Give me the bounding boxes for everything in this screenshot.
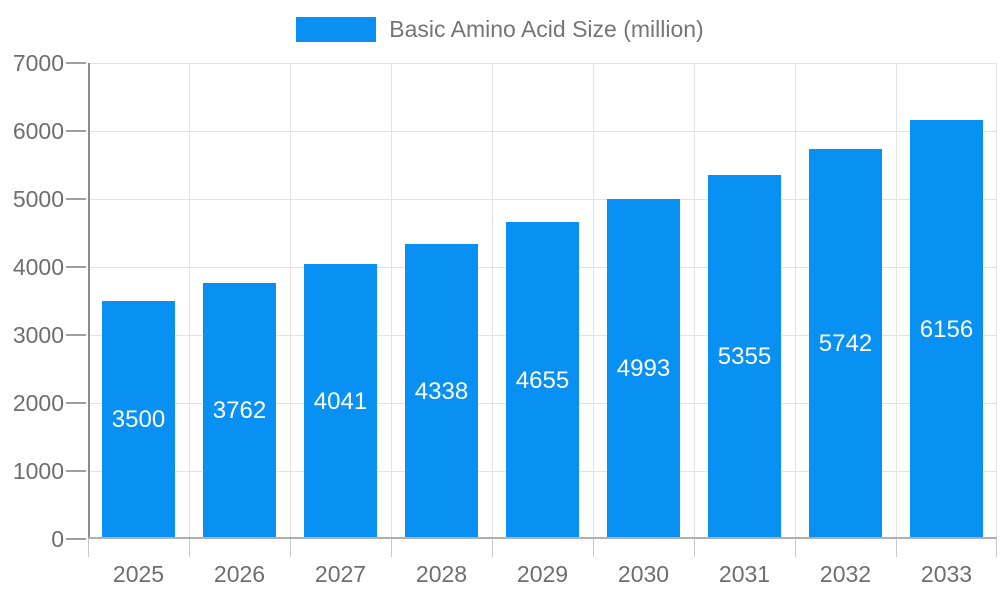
y-axis-label: 5000 (12, 186, 64, 212)
y-axis-label: 2000 (12, 390, 64, 416)
bar-value-label: 4655 (515, 366, 570, 394)
bar-2025[interactable]: 3500 (101, 301, 176, 539)
y-tick (66, 538, 86, 540)
bar-2028[interactable]: 4338 (404, 244, 479, 539)
x-gridline (694, 63, 695, 539)
x-tick (189, 539, 190, 557)
x-axis-label: 2026 (213, 561, 266, 587)
bar-value-label: 5742 (818, 329, 873, 357)
x-gridline (492, 63, 493, 539)
bar-value-label: 4993 (616, 355, 671, 383)
bar-2026[interactable]: 3762 (202, 283, 277, 539)
legend-swatch (296, 17, 377, 42)
bar-value-label: 6156 (919, 315, 974, 343)
x-tick (795, 539, 796, 557)
x-axis-label: 2031 (718, 561, 771, 587)
bar-value-label: 4041 (313, 387, 368, 415)
y-gridline (88, 198, 997, 200)
bar-2031[interactable]: 5355 (707, 174, 782, 539)
x-axis-line (88, 537, 997, 539)
y-tick (66, 470, 86, 472)
bar-value-label: 4338 (414, 377, 469, 405)
y-tick (66, 198, 86, 200)
x-tick (88, 539, 89, 557)
bar-2033[interactable]: 6156 (909, 120, 984, 539)
x-tick (492, 539, 493, 557)
legend[interactable]: Basic Amino Acid Size (million) (0, 16, 1000, 43)
y-axis-label: 6000 (12, 118, 64, 144)
legend-label: Basic Amino Acid Size (million) (389, 16, 704, 42)
x-gridline (391, 63, 392, 539)
x-axis-label: 2032 (819, 561, 872, 587)
y-tick (66, 266, 86, 268)
bar-value-label: 5355 (717, 342, 772, 370)
y-axis-label: 3000 (12, 322, 64, 348)
x-tick (391, 539, 392, 557)
y-axis-label: 7000 (12, 50, 64, 76)
y-tick (66, 334, 86, 336)
x-gridline (996, 63, 997, 539)
x-gridline (795, 63, 796, 539)
bar-value-label: 3762 (212, 397, 267, 425)
bar-value-label: 3500 (111, 406, 166, 433)
y-axis-line (88, 63, 90, 539)
plot-area: 3500 3762 4041 4338 4655 4993 5355 5742 6156 (66, 62, 997, 557)
y-axis-label: 0 (51, 526, 64, 552)
y-tick (66, 62, 86, 64)
y-tick (66, 130, 86, 132)
x-gridline (896, 63, 897, 539)
x-tick (593, 539, 594, 557)
x-gridline (189, 63, 190, 539)
x-axis-label: 2027 (314, 561, 367, 587)
bar-2030[interactable]: 4993 (606, 199, 681, 539)
x-gridline (593, 63, 594, 539)
y-gridline (88, 62, 997, 64)
y-axis-label: 1000 (12, 458, 64, 484)
x-axis-label: 2030 (617, 561, 670, 587)
y-tick (66, 402, 86, 404)
x-tick (896, 539, 897, 557)
bar-2029[interactable]: 4655 (505, 222, 580, 539)
x-axis-label: 2028 (415, 561, 468, 587)
x-axis-label: 2025 (112, 561, 165, 587)
bar-2032[interactable]: 5742 (808, 148, 883, 539)
x-tick (694, 539, 695, 557)
x-axis-label: 2029 (516, 561, 569, 587)
y-axis-label: 4000 (12, 254, 64, 280)
x-tick (290, 539, 291, 557)
y-gridline (88, 130, 997, 132)
x-axis-label: 2033 (920, 561, 973, 587)
x-gridline (290, 63, 291, 539)
bar-2027[interactable]: 4041 (303, 264, 378, 539)
x-tick (996, 539, 997, 557)
